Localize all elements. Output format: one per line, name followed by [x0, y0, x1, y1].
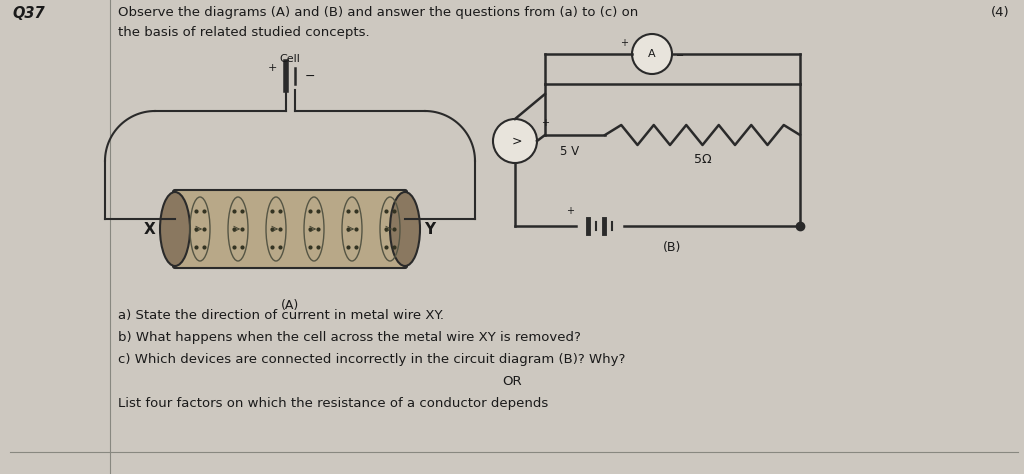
- Text: Q37: Q37: [12, 6, 45, 21]
- Text: List four factors on which the resistance of a conductor depends: List four factors on which the resistanc…: [118, 397, 548, 410]
- Text: 5Ω: 5Ω: [693, 153, 712, 166]
- Ellipse shape: [160, 192, 190, 266]
- Text: (B): (B): [664, 241, 682, 254]
- Text: +: +: [620, 38, 628, 48]
- Text: (A): (A): [281, 299, 299, 312]
- Text: OR: OR: [502, 375, 522, 388]
- Circle shape: [493, 119, 537, 163]
- Circle shape: [632, 34, 672, 74]
- Text: +: +: [267, 63, 276, 73]
- Text: 5 V: 5 V: [560, 145, 580, 157]
- Text: a) State the direction of current in metal wire XY.: a) State the direction of current in met…: [118, 309, 444, 322]
- Ellipse shape: [390, 192, 420, 266]
- Text: >: >: [512, 135, 522, 147]
- Text: the basis of related studied concepts.: the basis of related studied concepts.: [118, 26, 370, 39]
- Text: X: X: [144, 221, 156, 237]
- Text: b) What happens when the cell across the metal wire XY is removed?: b) What happens when the cell across the…: [118, 331, 581, 344]
- FancyBboxPatch shape: [173, 190, 407, 268]
- Text: Cell: Cell: [280, 54, 300, 64]
- Text: −: −: [676, 51, 684, 61]
- Text: +: +: [566, 206, 574, 216]
- Text: Y: Y: [424, 221, 435, 237]
- Text: c) Which devices are connected incorrectly in the circuit diagram (B)? Why?: c) Which devices are connected incorrect…: [118, 353, 626, 366]
- Text: +: +: [541, 118, 549, 128]
- Text: −: −: [305, 70, 315, 82]
- Text: Observe the diagrams (A) and (B) and answer the questions from (a) to (c) on: Observe the diagrams (A) and (B) and ans…: [118, 6, 638, 19]
- Text: (4): (4): [991, 6, 1010, 19]
- Text: A: A: [648, 49, 655, 59]
